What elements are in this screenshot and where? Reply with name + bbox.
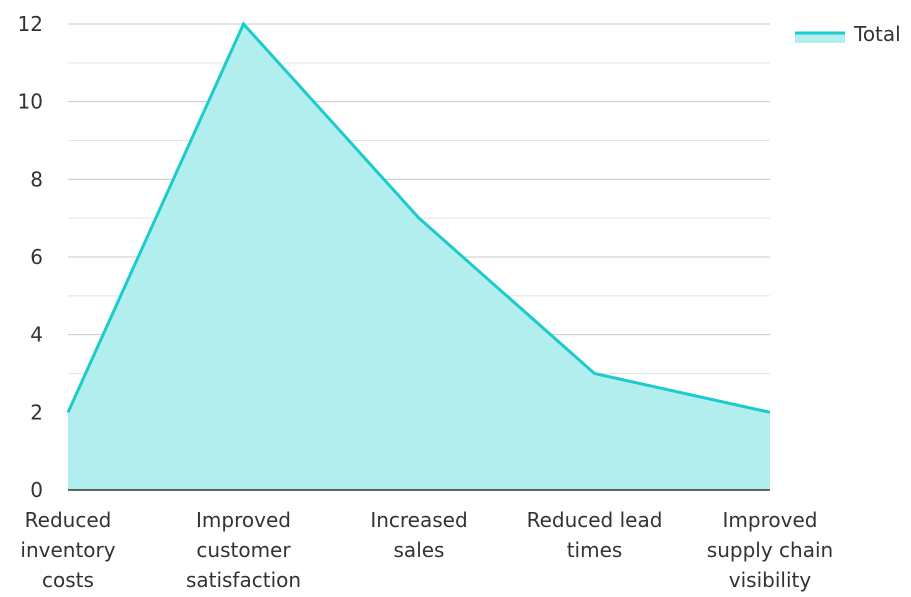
- x-tick-label-line: costs: [42, 568, 94, 592]
- x-tick-label-line: Improved: [196, 508, 291, 532]
- legend: Total: [795, 22, 901, 46]
- legend-label: Total: [853, 22, 901, 46]
- y-tick-label: 2: [30, 400, 43, 424]
- x-axis-ticks: Reduced inventory costs Improved customer sat…: [20, 508, 833, 592]
- y-tick-label: 4: [30, 323, 43, 347]
- y-tick-label: 12: [18, 12, 43, 36]
- x-tick-label-line: satisfaction: [186, 568, 301, 592]
- y-tick-label: 8: [30, 167, 43, 191]
- x-tick-label-line: Increased: [370, 508, 467, 532]
- x-tick-label: Reduced lead times: [527, 508, 663, 562]
- x-tick-label: Improved supply chain visibility: [707, 508, 833, 592]
- y-axis-ticks: 0 2 4 6 8 10 12: [18, 12, 43, 502]
- x-tick-label-line: customer: [196, 538, 291, 562]
- x-tick-label: Improved customer satisfaction: [186, 508, 301, 592]
- x-tick-label: Increased sales: [370, 508, 467, 562]
- x-tick-label-line: Reduced: [25, 508, 112, 532]
- x-tick-label: Reduced inventory costs: [20, 508, 115, 592]
- x-tick-label-line: supply chain: [707, 538, 833, 562]
- series-area: [66, 21, 771, 490]
- x-tick-label-line: visibility: [729, 568, 812, 592]
- y-tick-label: 6: [30, 245, 43, 269]
- x-tick-label-line: sales: [394, 538, 445, 562]
- legend-swatch-fill: [795, 33, 845, 43]
- x-tick-label-line: inventory: [20, 538, 115, 562]
- y-tick-label: 0: [30, 478, 43, 502]
- y-tick-label: 10: [18, 90, 43, 114]
- x-tick-label-line: Reduced lead: [527, 508, 663, 532]
- x-tick-label-line: times: [567, 538, 623, 562]
- series-line: [66, 21, 771, 414]
- x-tick-label-line: Improved: [723, 508, 818, 532]
